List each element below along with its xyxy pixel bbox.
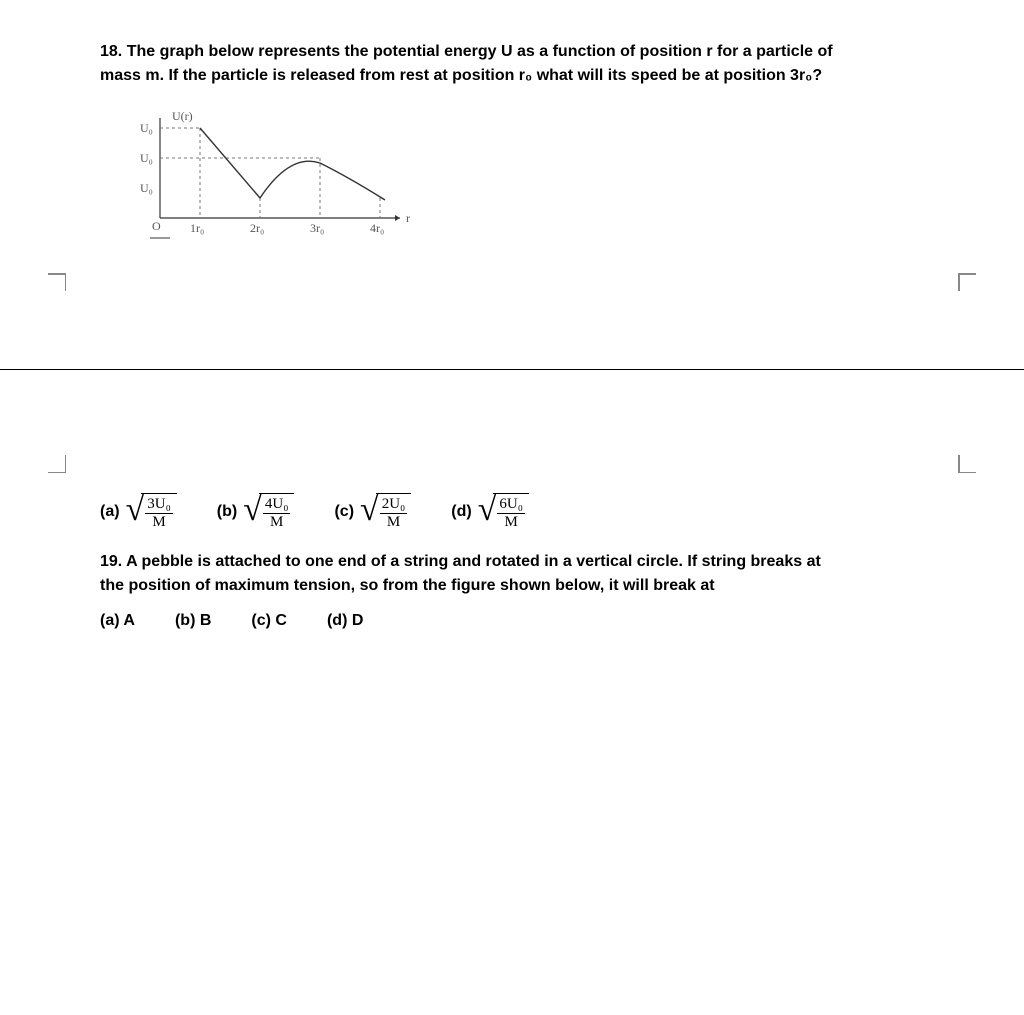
crop-mark-tr bbox=[958, 273, 984, 299]
crop-marks-lower bbox=[40, 447, 984, 473]
q18-line1: The graph below represents the potential… bbox=[127, 43, 833, 60]
q18-option-b: (b) √ 4U₀ M bbox=[217, 493, 295, 530]
crop-mark-tl bbox=[40, 273, 66, 299]
xtick-4r0: 4r₀ bbox=[370, 221, 384, 235]
sqrt-a: √ 3U₀ M bbox=[126, 493, 177, 530]
xtick-2r0: 2r₀ bbox=[250, 221, 264, 235]
q18-d-den: M bbox=[502, 514, 519, 531]
q18-opt-c-label: (c) bbox=[334, 503, 354, 521]
q19-option-a: (a) A bbox=[100, 612, 135, 630]
q18-c-den: M bbox=[385, 514, 402, 531]
xtick-3r0: 3r₀ bbox=[310, 221, 324, 235]
ylabel-top: U(r) bbox=[172, 109, 193, 123]
sqrt-c: √ 2U₀ M bbox=[360, 493, 411, 530]
origin-label: O bbox=[152, 219, 161, 233]
xaxis-label: r bbox=[406, 211, 410, 225]
q18-a-num: 3U₀ bbox=[145, 496, 173, 514]
crop-mark-br bbox=[958, 447, 984, 473]
q18-opt-d-label: (d) bbox=[451, 503, 471, 521]
ytick-u0: U₀ bbox=[140, 181, 153, 195]
q19-option-b: (b) B bbox=[175, 612, 211, 630]
sqrt-d: √ 6U₀ M bbox=[478, 493, 529, 530]
q19-line1: A pebble is attached to one end of a str… bbox=[126, 553, 821, 570]
q18-line2: mass m. If the particle is released from… bbox=[100, 67, 822, 84]
ytick-2u0: 2U₀ bbox=[140, 151, 153, 165]
q19-option-c: (c) C bbox=[251, 612, 287, 630]
question-18: 18. The graph below represents the poten… bbox=[100, 40, 924, 253]
q18-b-den: M bbox=[268, 514, 285, 531]
q19-number: 19. bbox=[100, 553, 122, 570]
q18-opt-b-label: (b) bbox=[217, 503, 237, 521]
q18-c-num: 2U₀ bbox=[380, 496, 408, 514]
q18-opt-a-label: (a) bbox=[100, 503, 120, 521]
page-gap-region bbox=[100, 273, 924, 473]
q19-options: (a) A (b) B (c) C (d) D bbox=[100, 612, 924, 630]
q18-option-c: (c) √ 2U₀ M bbox=[334, 493, 411, 530]
q19-option-d: (d) D bbox=[327, 612, 363, 630]
q18-chart: U(r) 3U₀ 2U₀ U₀ O 1r₀ 2r₀ 3r₀ 4r₀ r bbox=[140, 108, 924, 253]
q18-a-den: M bbox=[150, 514, 167, 531]
xtick-1r0: 1r₀ bbox=[190, 221, 204, 235]
crop-marks-upper bbox=[40, 273, 984, 299]
q18-option-d: (d) √ 6U₀ M bbox=[451, 493, 529, 530]
q19-line2: the position of maximum tension, so from… bbox=[100, 577, 715, 594]
q18-b-num: 4U₀ bbox=[263, 496, 291, 514]
potential-energy-graph: U(r) 3U₀ 2U₀ U₀ O 1r₀ 2r₀ 3r₀ 4r₀ r bbox=[140, 108, 440, 248]
q18-option-a: (a) √ 3U₀ M bbox=[100, 493, 177, 530]
crop-mark-bl bbox=[40, 447, 66, 473]
ytick-3u0: 3U₀ bbox=[140, 121, 153, 135]
page-separator bbox=[0, 369, 1024, 370]
sqrt-b: √ 4U₀ M bbox=[243, 493, 294, 530]
q18-number: 18. bbox=[100, 43, 122, 60]
question-19: 19. A pebble is attached to one end of a… bbox=[100, 550, 924, 630]
q18-options: (a) √ 3U₀ M (b) √ 4U₀ M bbox=[100, 493, 924, 530]
q18-text: 18. The graph below represents the poten… bbox=[100, 40, 924, 88]
q18-d-num: 6U₀ bbox=[497, 496, 525, 514]
q19-text: 19. A pebble is attached to one end of a… bbox=[100, 550, 924, 598]
